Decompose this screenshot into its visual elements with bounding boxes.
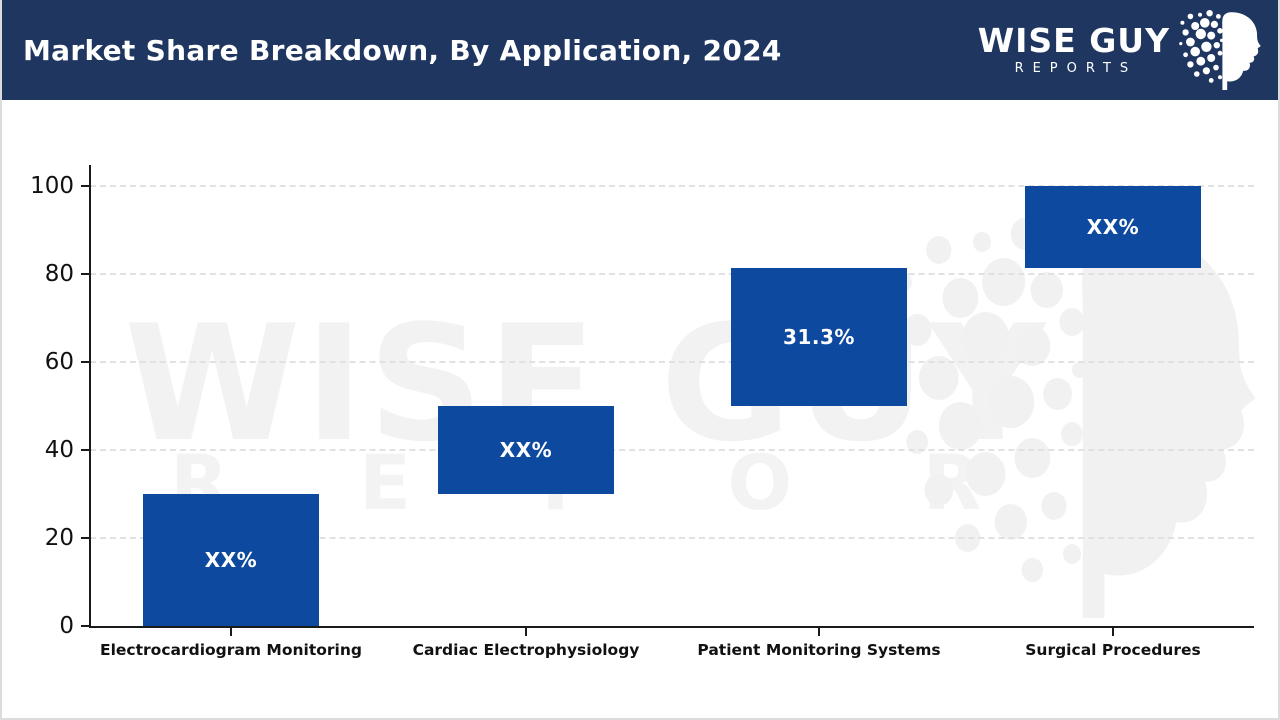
logo-text: WISE GUY REPORTS: [977, 21, 1170, 77]
category-label: Electrocardiogram Monitoring: [100, 641, 362, 659]
bar-segment: XX%: [143, 494, 319, 626]
y-tick-mark: [81, 537, 90, 539]
bar-segment: XX%: [438, 406, 614, 494]
chart-area: WISE GUY R E P O R T S 0 20 40: [2, 100, 1278, 718]
wiseguy-logo: WISE GUY REPORTS: [978, 9, 1264, 91]
bar-value-label: XX%: [499, 438, 553, 462]
bar-segment: 31.3%: [731, 268, 907, 406]
x-tick-mark: [525, 628, 527, 636]
y-axis-line: [89, 165, 91, 628]
x-tick-mark: [1112, 628, 1114, 636]
bar-value-label: XX%: [1086, 215, 1140, 240]
y-tick-label: 0: [59, 613, 74, 639]
gridline: [90, 449, 1254, 451]
bar-value-label: XX%: [204, 548, 258, 572]
y-tick-label: 20: [44, 525, 74, 551]
gridline: [90, 537, 1254, 539]
gridline: [90, 273, 1254, 275]
y-tick-mark: [81, 361, 90, 363]
logo-subtitle: REPORTS: [1014, 61, 1138, 76]
bar-value-label: 31.3%: [783, 325, 855, 350]
header: Market Share Breakdown, By Application, …: [2, 0, 1278, 100]
gridline: [90, 185, 1254, 187]
y-tick-label: 60: [44, 349, 74, 375]
page-title: Market Share Breakdown, By Application, …: [23, 33, 782, 67]
plot: 0 20 40 60 80 100 XX% Electrocardiogram Monitor…: [2, 100, 1278, 718]
category-label: Cardiac Electrophysiology: [412, 641, 640, 659]
x-tick-mark: [230, 628, 232, 636]
category-label: Surgical Procedures: [1025, 641, 1201, 659]
x-tick-mark: [818, 628, 820, 636]
y-tick-mark: [81, 273, 90, 275]
gridline: [90, 361, 1254, 363]
logo-face-icon: [1176, 9, 1264, 91]
y-tick-label: 40: [44, 437, 74, 463]
bar-segment: XX%: [1025, 186, 1201, 269]
y-tick-mark: [81, 449, 90, 451]
logo-wordmark: WISE GUY: [977, 21, 1170, 60]
category-label: Patient Monitoring Systems: [697, 641, 941, 659]
x-axis-line: [89, 626, 1254, 628]
y-tick-label: 80: [44, 261, 74, 287]
y-tick-mark: [81, 625, 90, 627]
y-tick-mark: [81, 185, 90, 187]
y-tick-label: 100: [30, 173, 74, 199]
